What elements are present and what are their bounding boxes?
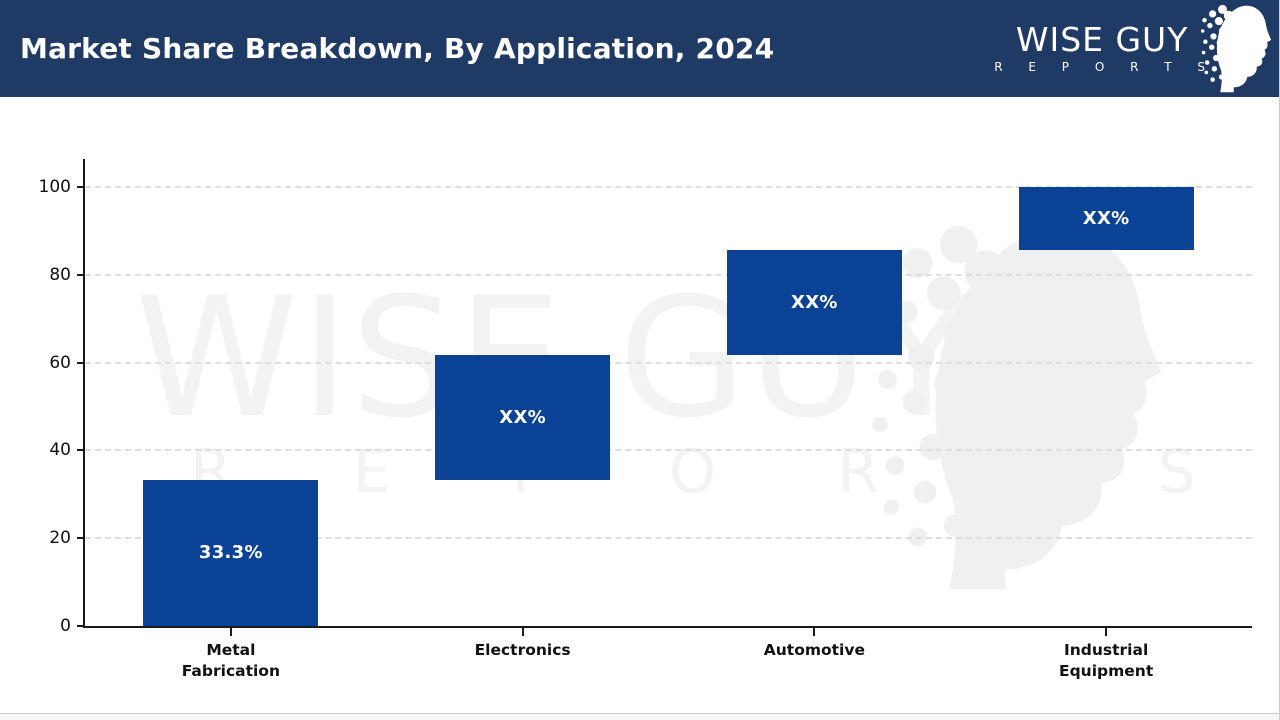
chart-title: Market Share Breakdown, By Application, …: [20, 32, 775, 65]
y-axis-line: [83, 159, 85, 628]
gridline-80: [85, 273, 1252, 276]
watermark-dotted-face-icon: [868, 225, 1162, 590]
x-category-label-electronics: Electronics: [474, 641, 571, 659]
bar-value-label-automotive: XX%: [791, 292, 838, 314]
bar-value-label-industrial-equipment: XX%: [1082, 208, 1130, 230]
x-tick-electronics: [521, 628, 524, 636]
logo-wordmark: WISE GUY: [1015, 20, 1189, 59]
y-tick-40: [77, 449, 85, 452]
y-tick-label-40: 40: [49, 440, 71, 461]
x-axis-line: [83, 626, 1252, 628]
bar-industrial-equipment: XX%: [1018, 187, 1194, 251]
y-tick-label-80: 80: [49, 264, 71, 285]
bar-electronics: XX%: [435, 355, 611, 480]
y-tick-label-0: 0: [60, 616, 71, 636]
x-category-label-industrial-equipment: Industrial Equipment: [1059, 641, 1154, 680]
logo-subtitle: R E P O R T S: [994, 60, 1216, 74]
x-category-label-automotive: Automotive: [763, 641, 865, 659]
gridline-100: [85, 186, 1252, 188]
gridline-20: [85, 537, 1252, 540]
bar-value-label-electronics: XX%: [499, 406, 546, 428]
brand-logo: WISE GUY R E P O R T S: [988, 4, 1272, 94]
page-bottom-border: [0, 713, 1279, 720]
y-tick-20: [77, 537, 85, 540]
y-tick-label-20: 20: [49, 528, 71, 549]
x-tick-industrial-equipment: [1105, 628, 1108, 636]
y-tick-label-100: 100: [38, 177, 71, 197]
bar-metal-fabrication: 33.3%: [143, 479, 319, 626]
x-category-label-metal-fabrication: Metal Fabrication: [181, 641, 280, 680]
y-tick-100: [77, 186, 85, 188]
x-tick-metal-fabrication: [229, 628, 232, 636]
chart-area: WISE GUY R E P O R T S 0 20 40 60 80 100 33.3%…: [0, 97, 1279, 713]
gridline-40: [85, 449, 1252, 452]
bar-automotive: XX%: [726, 250, 902, 356]
y-tick-0: [77, 625, 85, 627]
y-tick-label-60: 60: [49, 352, 71, 373]
bar-value-label-metal-fabrication: 33.3%: [198, 542, 263, 564]
y-tick-60: [77, 361, 85, 364]
header-bar: Market Share Breakdown, By Application, …: [0, 0, 1279, 97]
x-tick-automotive: [813, 628, 816, 636]
y-tick-80: [77, 273, 85, 276]
gridline-60: [85, 361, 1252, 364]
